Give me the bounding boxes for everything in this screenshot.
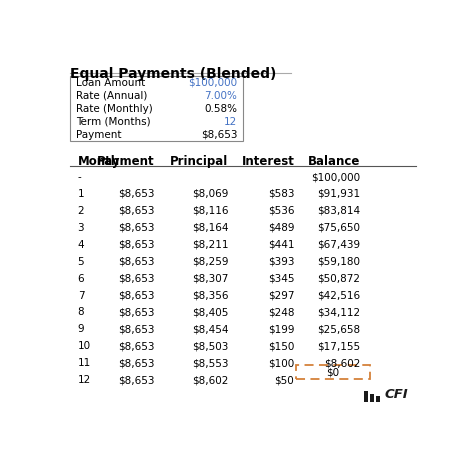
Text: $8,503: $8,503 xyxy=(192,341,228,351)
Text: Term (Months): Term (Months) xyxy=(76,117,150,127)
Text: 4: 4 xyxy=(78,240,84,250)
Bar xyxy=(370,393,374,402)
Text: $8,653: $8,653 xyxy=(118,223,155,233)
Text: $8,307: $8,307 xyxy=(192,273,228,284)
Bar xyxy=(376,396,380,402)
Text: 10: 10 xyxy=(78,341,91,351)
Text: $393: $393 xyxy=(268,256,294,267)
Text: $8,653: $8,653 xyxy=(118,375,155,385)
Text: $100: $100 xyxy=(268,358,294,368)
Text: 11: 11 xyxy=(78,358,91,368)
Text: $91,931: $91,931 xyxy=(318,189,360,199)
Text: 1: 1 xyxy=(78,189,84,199)
Text: 0.58%: 0.58% xyxy=(204,104,237,114)
Text: Payment: Payment xyxy=(97,155,155,169)
Text: $17,155: $17,155 xyxy=(318,341,360,351)
Text: Payment: Payment xyxy=(76,130,121,140)
Text: $0: $0 xyxy=(327,367,339,377)
Text: $8,653: $8,653 xyxy=(118,273,155,284)
Text: -: - xyxy=(78,172,82,182)
Text: $150: $150 xyxy=(268,341,294,351)
Text: $8,653: $8,653 xyxy=(201,130,237,140)
Text: $8,653: $8,653 xyxy=(118,290,155,300)
Text: $8,553: $8,553 xyxy=(191,358,228,368)
Text: $8,653: $8,653 xyxy=(118,358,155,368)
Text: $8,653: $8,653 xyxy=(118,307,155,317)
Text: $67,439: $67,439 xyxy=(318,240,360,250)
Text: $8,405: $8,405 xyxy=(192,307,228,317)
Text: $8,454: $8,454 xyxy=(191,324,228,334)
Text: $8,653: $8,653 xyxy=(118,341,155,351)
Text: $536: $536 xyxy=(268,206,294,216)
Text: $8,116: $8,116 xyxy=(191,206,228,216)
Text: $8,164: $8,164 xyxy=(191,223,228,233)
Text: Rate (Monthly): Rate (Monthly) xyxy=(76,104,153,114)
Text: Equal Payments (Blended): Equal Payments (Blended) xyxy=(70,67,277,82)
Text: $100,000: $100,000 xyxy=(188,78,237,87)
Text: Principal: Principal xyxy=(170,155,228,169)
Text: $8,211: $8,211 xyxy=(191,240,228,250)
Text: $8,653: $8,653 xyxy=(118,324,155,334)
Text: $8,602: $8,602 xyxy=(324,358,360,368)
Text: $59,180: $59,180 xyxy=(318,256,360,267)
Text: Month: Month xyxy=(78,155,120,169)
Text: 7: 7 xyxy=(78,290,84,300)
Text: $8,259: $8,259 xyxy=(191,256,228,267)
Text: $489: $489 xyxy=(268,223,294,233)
Text: $441: $441 xyxy=(268,240,294,250)
FancyBboxPatch shape xyxy=(296,365,370,379)
Text: 2: 2 xyxy=(78,206,84,216)
Text: $50,872: $50,872 xyxy=(318,273,360,284)
Text: 8: 8 xyxy=(78,307,84,317)
Text: $75,650: $75,650 xyxy=(318,223,360,233)
Text: $8,653: $8,653 xyxy=(118,256,155,267)
Text: $8,356: $8,356 xyxy=(191,290,228,300)
Text: $8,653: $8,653 xyxy=(118,189,155,199)
Text: $50: $50 xyxy=(274,375,294,385)
Text: $83,814: $83,814 xyxy=(318,206,360,216)
Text: $345: $345 xyxy=(268,273,294,284)
Text: $8,653: $8,653 xyxy=(118,240,155,250)
Text: $8,653: $8,653 xyxy=(118,206,155,216)
Text: Loan Amount: Loan Amount xyxy=(76,78,145,87)
Text: $8,602: $8,602 xyxy=(192,375,228,385)
Text: 9: 9 xyxy=(78,324,84,334)
Text: 7.00%: 7.00% xyxy=(205,91,237,101)
Bar xyxy=(364,391,368,402)
Text: $583: $583 xyxy=(268,189,294,199)
Text: Interest: Interest xyxy=(241,155,294,169)
Text: 3: 3 xyxy=(78,223,84,233)
Text: $25,658: $25,658 xyxy=(318,324,360,334)
Text: 12: 12 xyxy=(224,117,237,127)
Text: $248: $248 xyxy=(268,307,294,317)
Text: $42,516: $42,516 xyxy=(318,290,360,300)
Text: 12: 12 xyxy=(78,375,91,385)
Text: $8,069: $8,069 xyxy=(192,189,228,199)
Text: $297: $297 xyxy=(268,290,294,300)
FancyBboxPatch shape xyxy=(70,76,243,142)
Text: 6: 6 xyxy=(78,273,84,284)
Text: Balance: Balance xyxy=(308,155,360,169)
Text: $100,000: $100,000 xyxy=(311,172,360,182)
Text: Rate (Annual): Rate (Annual) xyxy=(76,91,147,101)
Text: $34,112: $34,112 xyxy=(318,307,360,317)
Text: 5: 5 xyxy=(78,256,84,267)
Text: $199: $199 xyxy=(268,324,294,334)
Text: CFI: CFI xyxy=(384,387,408,401)
